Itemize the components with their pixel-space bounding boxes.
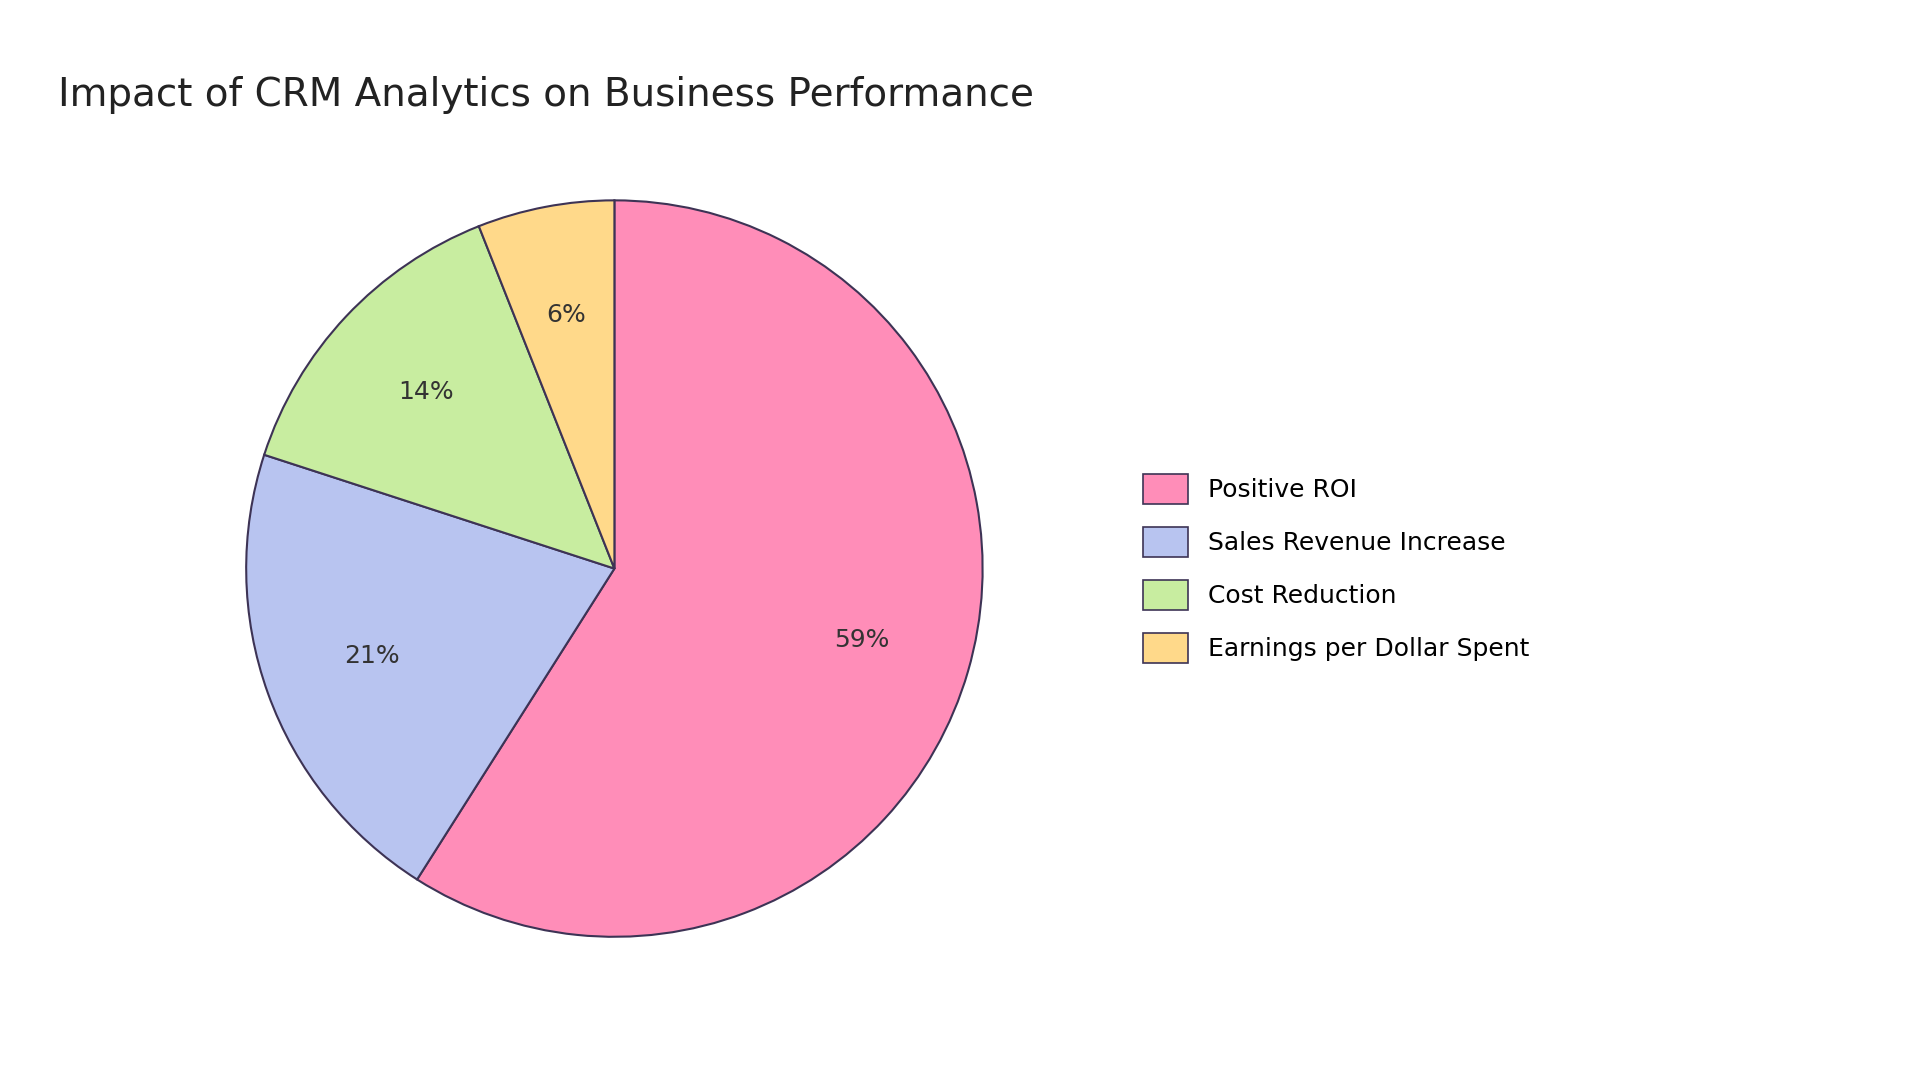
Text: 6%: 6% [545,303,586,327]
Text: 14%: 14% [399,380,455,404]
Wedge shape [478,200,614,569]
Legend: Positive ROI, Sales Revenue Increase, Cost Reduction, Earnings per Dollar Spent: Positive ROI, Sales Revenue Increase, Co… [1133,464,1540,674]
Wedge shape [265,226,614,569]
Text: 59%: 59% [833,628,889,652]
Text: 21%: 21% [344,644,399,668]
Text: Impact of CRM Analytics on Business Performance: Impact of CRM Analytics on Business Perf… [58,76,1033,114]
Wedge shape [246,455,614,879]
Wedge shape [417,200,983,937]
